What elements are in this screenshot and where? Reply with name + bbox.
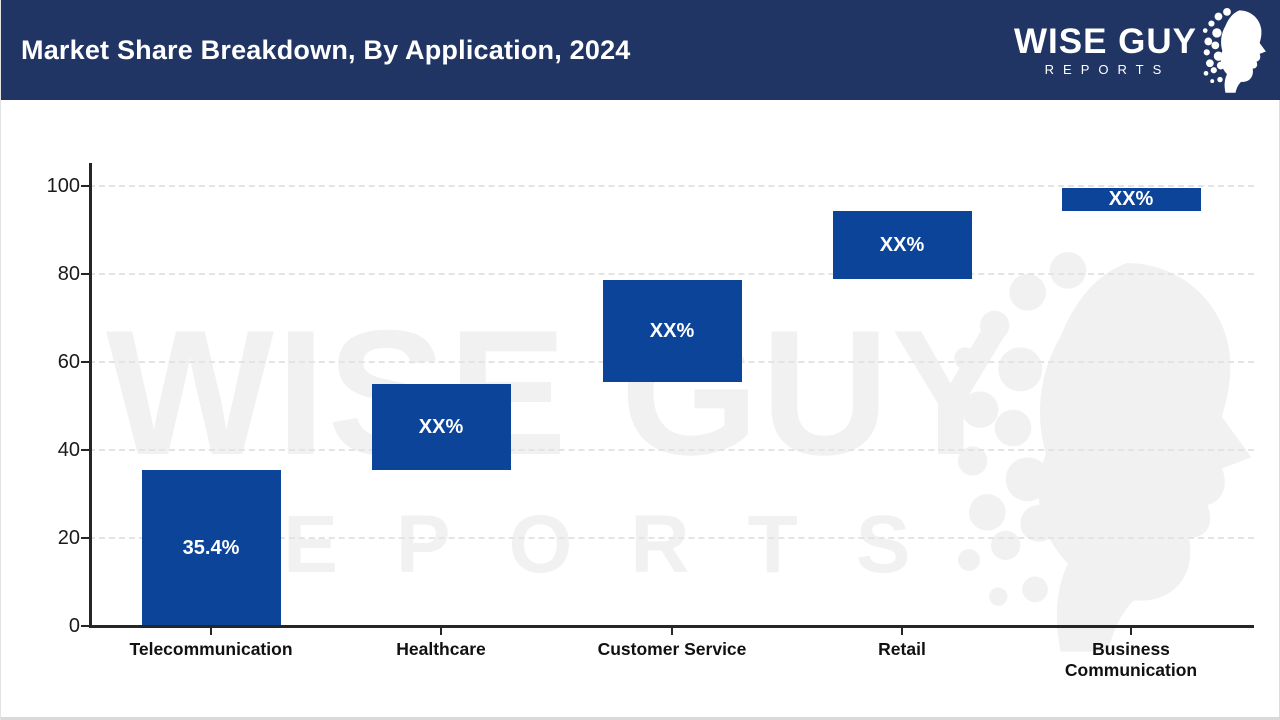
x-tick-mark-telecommunication [210,627,212,635]
brand-logo-text: WISE GUY REPORTS [1013,21,1197,77]
y-tick-mark-100 [81,185,89,187]
gridline-80 [89,273,1254,275]
bar-healthcare: XX% [371,384,511,471]
watermark-head-profile-icon [954,252,1252,652]
watermark-subtitle-text: REPORTS [166,499,969,590]
bar-business-communication: XX% [1061,187,1201,211]
y-tick-mark-60 [81,361,89,363]
x-tick-mark-business-communication [1130,627,1132,635]
y-tick-label-0: 0 [68,615,80,637]
bar-telecommunication: 35.4% [141,470,281,626]
y-tick-label-60: 60 [57,351,80,373]
y-axis [89,163,92,626]
x-axis-label-healthcare: Healthcare [396,639,486,659]
y-tick-mark-20 [81,537,89,539]
y-tick-label-100: 100 [46,175,80,197]
x-axis-label-customer-service: Customer Service [597,639,747,659]
bottom-border [1,717,1280,720]
bar-retail: XX% [832,211,972,280]
y-tick-mark-80 [81,273,89,275]
y-tick-mark-0 [81,625,89,627]
y-tick-label-40: 40 [57,439,80,461]
x-tick-mark-healthcare [440,627,442,635]
x-axis-label-business-communication: Business Communication [1064,639,1198,680]
y-tick-label-80: 80 [57,263,80,285]
x-axis [89,625,1254,628]
gridline-20 [89,537,1254,539]
head-profile-logo-icon [1202,8,1266,93]
gridline-100 [89,185,1254,187]
watermark-brand-text: WISE GUY [106,293,1013,492]
header-bar: Market Share Breakdown, By Application, … [1,0,1280,100]
brand-logo: WISE GUY REPORTS [1014,0,1269,100]
x-axis-label-telecommunication: Telecommunication [129,639,293,659]
gridline-40 [89,449,1254,451]
x-tick-mark-retail [901,627,903,635]
bar-value-label-retail: XX% [879,233,925,256]
page-title: Market Share Breakdown, By Application, … [21,34,631,65]
bar-value-label-business-communication: XX% [1108,187,1154,210]
brand-subtitle: REPORTS [1044,61,1171,77]
bar-value-label-healthcare: XX% [418,415,464,438]
y-tick-mark-40 [81,449,89,451]
brand-name: WISE GUY [1013,21,1197,61]
y-tick-label-20: 20 [57,527,80,549]
bar-customer-service: XX% [602,280,742,383]
bar-value-label-customer-service: XX% [649,319,695,342]
bar-value-label-telecommunication: 35.4% [182,536,240,559]
x-tick-mark-customer-service [671,627,673,635]
chart-area: WISE GUY REPORTS 0 20 40 60 80 100 35.4% Teleco… [1,100,1280,720]
x-axis-label-retail: Retail [878,639,926,659]
